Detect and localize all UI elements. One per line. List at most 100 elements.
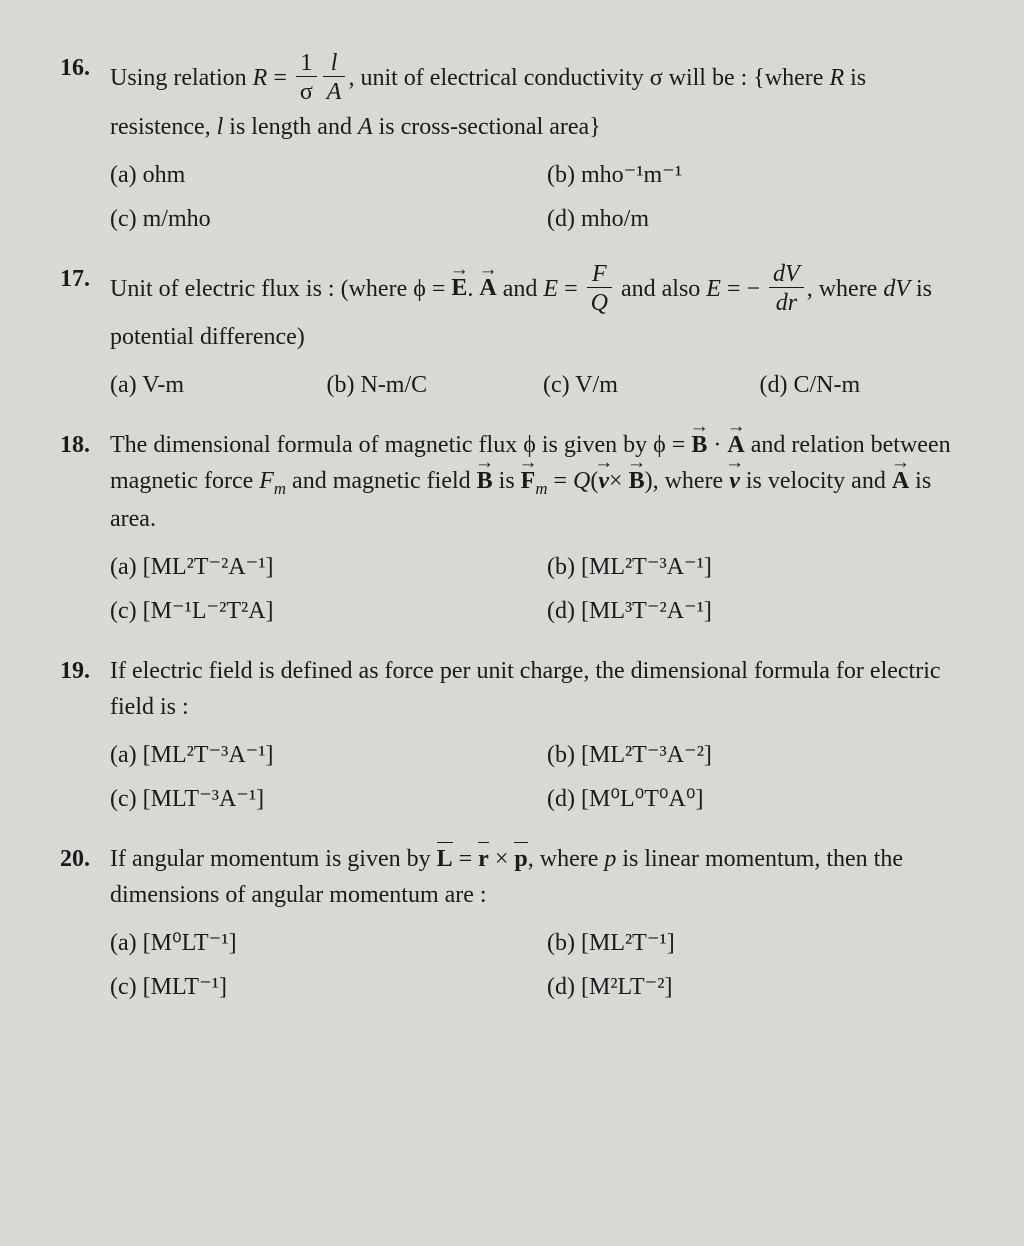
text: is [493, 468, 521, 494]
question-16: 16. Using relation R = 1σlA, unit of ele… [60, 50, 964, 237]
fraction: 1σ [296, 50, 317, 109]
option-d: (d) C/N-m [760, 367, 965, 403]
text: and [497, 275, 544, 301]
option-d: (d) mho/m [547, 201, 964, 237]
text: × [489, 846, 515, 872]
text: , where [807, 275, 884, 301]
vector-B: B [629, 463, 645, 499]
text: and magnetic field [286, 468, 477, 494]
fraction: lA [323, 50, 346, 109]
question-body: The dimensional formula of magnetic flux… [110, 427, 964, 629]
question-text: The dimensional formula of magnetic flux… [110, 427, 964, 537]
var-F: F [259, 468, 274, 494]
subscript-m: m [535, 479, 547, 498]
text: is velocity and [740, 468, 892, 494]
text: = [267, 65, 293, 91]
question-number: 17. [60, 261, 110, 404]
question-body: If electric field is defined as force pe… [110, 653, 964, 817]
options: (a) [ML²T⁻²A⁻¹] (b) [ML²T⁻³A⁻¹] (c) [M⁻¹… [110, 549, 964, 629]
question-number: 20. [60, 841, 110, 1005]
var-E: E [543, 275, 558, 301]
question-19: 19. If electric field is defined as forc… [60, 653, 964, 817]
text: ), where [645, 468, 730, 494]
option-d: (d) [ML³T⁻²A⁻¹] [547, 593, 964, 629]
var-R: R [829, 65, 844, 91]
numerator: 1 [296, 50, 317, 77]
question-text: If electric field is defined as force pe… [110, 653, 964, 725]
option-a: (a) [M⁰LT⁻¹] [110, 925, 527, 961]
var-dV: dV [883, 275, 910, 301]
subscript-m: m [274, 479, 286, 498]
var-Q: Q [573, 468, 590, 494]
question-text: Using relation R = 1σlA, unit of electri… [110, 50, 964, 145]
option-b: (b) [ML²T⁻³A⁻¹] [547, 549, 964, 585]
option-b: (b) [ML²T⁻³A⁻²] [547, 737, 964, 773]
option-a: (a) ohm [110, 157, 527, 193]
vector-F: F [521, 463, 536, 499]
option-c: (c) [MLT⁻¹] [110, 969, 527, 1005]
vector-B: B [691, 427, 707, 463]
vector-E: E [451, 270, 467, 306]
question-body: If angular momentum is given by L = r × … [110, 841, 964, 1005]
option-b: (b) [ML²T⁻¹] [547, 925, 964, 961]
fraction: FQ [587, 261, 612, 320]
question-number: 18. [60, 427, 110, 629]
text: = [547, 468, 573, 494]
question-body: Using relation R = 1σlA, unit of electri… [110, 50, 964, 237]
numerator: F [587, 261, 612, 288]
option-d: (d) [M²LT⁻²] [547, 969, 964, 1005]
option-a: (a) [ML²T⁻²A⁻¹] [110, 549, 527, 585]
text: Using relation [110, 65, 253, 91]
vector-A: A [479, 270, 496, 306]
denominator: σ [296, 77, 317, 108]
text: and also [615, 275, 706, 301]
option-d: (d) [M⁰L⁰T⁰A⁰] [547, 781, 964, 817]
question-body: Unit of electric flux is : (where ϕ = E.… [110, 261, 964, 404]
options: (a) ohm (b) mho⁻¹m⁻¹ (c) m/mho (d) mho/m [110, 157, 964, 237]
text: If angular momentum is given by [110, 846, 437, 872]
option-c: (c) [MLT⁻³A⁻¹] [110, 781, 527, 817]
vector-B: B [477, 463, 493, 499]
option-c: (c) V/m [543, 367, 748, 403]
option-a: (a) [ML²T⁻³A⁻¹] [110, 737, 527, 773]
text: = [453, 846, 479, 872]
var-A: A [358, 114, 373, 140]
numerator: dV [769, 261, 804, 288]
options: (a) [ML²T⁻³A⁻¹] (b) [ML²T⁻³A⁻²] (c) [MLT… [110, 737, 964, 817]
text: , unit of electrical conductivity σ will… [348, 65, 829, 91]
text: = − [721, 275, 766, 301]
vector-L: L [437, 841, 453, 877]
var-R: R [253, 65, 268, 91]
option-b: (b) N-m/C [327, 367, 532, 403]
text: Unit of electric flux is : (where ϕ = [110, 275, 451, 301]
question-text: Unit of electric flux is : (where ϕ = E.… [110, 261, 964, 356]
question-17: 17. Unit of electric flux is : (where ϕ … [60, 261, 964, 404]
denominator: dr [769, 288, 804, 319]
var-E: E [706, 275, 721, 301]
options: (a) [M⁰LT⁻¹] (b) [ML²T⁻¹] (c) [MLT⁻¹] (d… [110, 925, 964, 1005]
option-b: (b) mho⁻¹m⁻¹ [547, 157, 964, 193]
fraction: dVdr [769, 261, 804, 320]
question-number: 19. [60, 653, 110, 817]
question-18: 18. The dimensional formula of magnetic … [60, 427, 964, 629]
question-text: If angular momentum is given by L = r × … [110, 841, 964, 913]
vector-v: v [729, 463, 740, 499]
denominator: A [323, 77, 346, 108]
options: (a) V-m (b) N-m/C (c) V/m (d) C/N-m [110, 367, 964, 403]
numerator: l [323, 50, 346, 77]
option-c: (c) [M⁻¹L⁻²T²A] [110, 593, 527, 629]
text: is cross-sectional area} [373, 114, 601, 140]
option-c: (c) m/mho [110, 201, 527, 237]
denominator: Q [587, 288, 612, 319]
text: = [558, 275, 584, 301]
question-number: 16. [60, 50, 110, 237]
text: is length and [223, 114, 358, 140]
option-a: (a) V-m [110, 367, 315, 403]
vector-p: p [514, 841, 527, 877]
vector-v: v [598, 463, 609, 499]
question-20: 20. If angular momentum is given by L = … [60, 841, 964, 1005]
var-p: p [604, 846, 616, 872]
text: , where [528, 846, 605, 872]
vector-A: A [892, 463, 909, 499]
vector-r: r [478, 841, 489, 877]
